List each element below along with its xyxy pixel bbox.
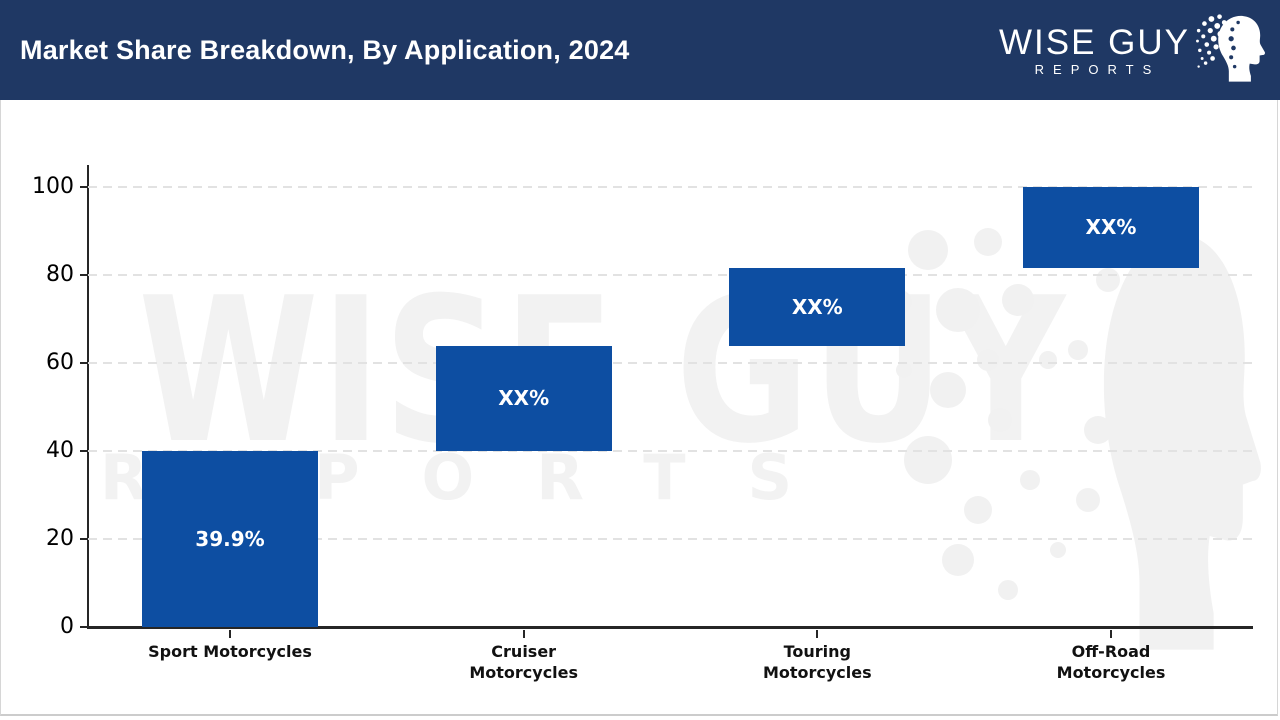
bar-value-label: XX% bbox=[498, 386, 550, 411]
y-tick-mark bbox=[80, 449, 88, 452]
y-tick-mark bbox=[80, 626, 88, 628]
y-tick-label: 0 bbox=[60, 614, 74, 639]
x-category-label: Touring Motorcycles bbox=[707, 641, 927, 683]
gridline-80 bbox=[88, 273, 1253, 276]
x-category-label-line: Off-Road bbox=[1071, 642, 1151, 661]
gridline-100 bbox=[88, 185, 1253, 188]
y-tick-label: 100 bbox=[32, 173, 74, 199]
bar-value-label: XX% bbox=[1085, 215, 1137, 240]
y-tick-mark bbox=[80, 185, 88, 188]
x-tick-mark bbox=[229, 630, 231, 638]
x-tick-mark bbox=[816, 630, 819, 638]
header-bar: Market Share Breakdown, By Application, … bbox=[0, 0, 1280, 100]
page-title: Market Share Breakdown, By Application, … bbox=[20, 34, 630, 65]
x-tick-mark bbox=[522, 630, 525, 638]
bar-segment-1: 39.9% bbox=[142, 451, 318, 627]
gridline-20 bbox=[88, 537, 1253, 540]
x-axis-line bbox=[87, 626, 1253, 629]
y-tick-mark bbox=[80, 273, 88, 276]
logo-subtext: REPORTS bbox=[1034, 61, 1161, 77]
wiseguy-logo: WISE GUY REPORTS bbox=[999, 9, 1266, 91]
y-tick-label: 40 bbox=[46, 437, 74, 463]
y-axis-line bbox=[87, 165, 89, 627]
x-tick-mark bbox=[1110, 630, 1112, 638]
x-category-label: Cruiser Motorcycles bbox=[414, 641, 634, 683]
y-tick-mark bbox=[80, 537, 88, 540]
y-tick-mark bbox=[80, 361, 88, 364]
y-tick-label: 20 bbox=[46, 525, 74, 551]
x-category-label: Sport Motorcycles bbox=[120, 641, 340, 662]
x-category-label-line: Cruiser bbox=[491, 642, 557, 661]
bar-segment-3: XX% bbox=[729, 268, 906, 346]
gridline-40 bbox=[88, 449, 1253, 452]
bar-value-label: 39.9% bbox=[195, 527, 265, 552]
y-tick-label: 60 bbox=[46, 349, 74, 375]
wiseguy-head-icon bbox=[1194, 9, 1266, 91]
bar-value-label: XX% bbox=[791, 294, 843, 319]
x-category-label: Off-Road Motorcycles bbox=[1001, 641, 1221, 683]
x-category-label-line: Motorcycles bbox=[469, 663, 579, 682]
x-category-label-line: Motorcycles bbox=[1056, 663, 1166, 682]
x-category-label-line: Touring bbox=[783, 642, 851, 661]
logo-wordmark: WISE GUY bbox=[998, 22, 1190, 62]
x-category-label-line: Motorcycles bbox=[762, 663, 872, 682]
y-tick-label: 80 bbox=[46, 261, 74, 287]
bar-segment-2: XX% bbox=[435, 345, 612, 452]
bar-segment-4: XX% bbox=[1023, 186, 1199, 269]
x-category-label-line: Sport Motorcycles bbox=[148, 642, 312, 661]
logo-text: WISE GUY REPORTS bbox=[999, 25, 1190, 76]
gridline-60 bbox=[88, 361, 1253, 364]
